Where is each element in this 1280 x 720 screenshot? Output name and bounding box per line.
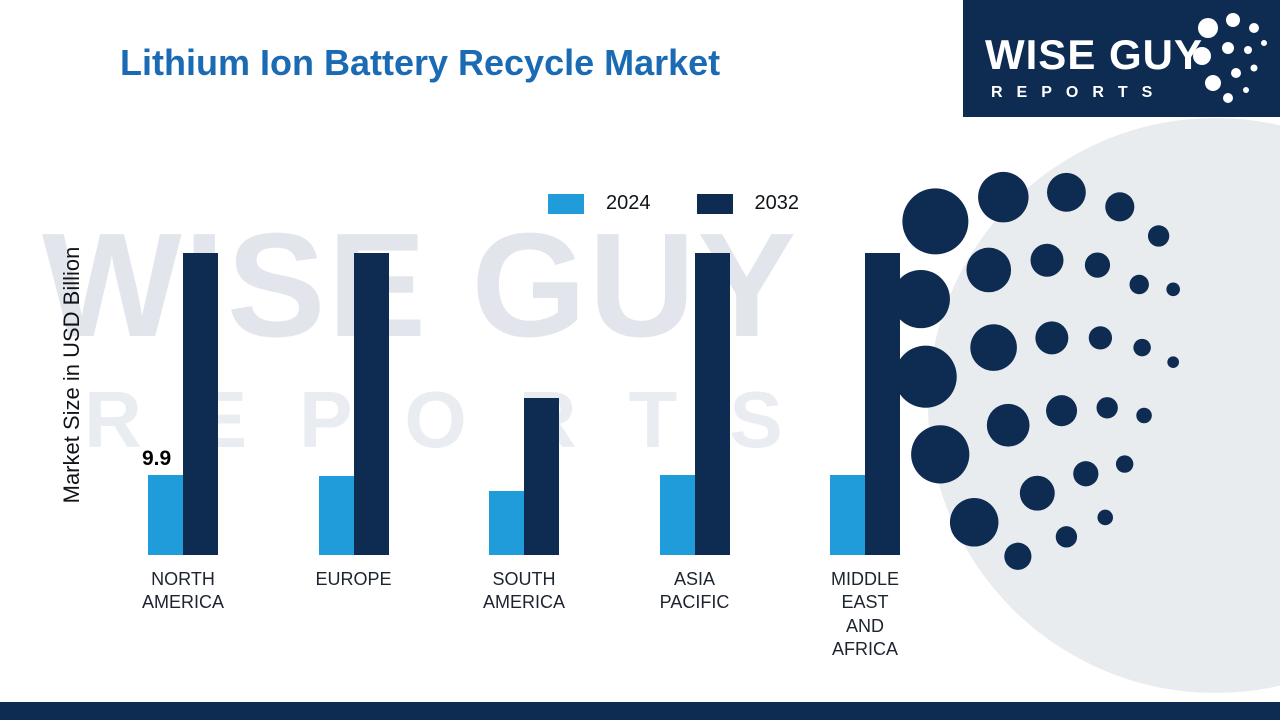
bar-value-label: 9.9: [142, 447, 172, 470]
category-label: ASIA PACIFIC: [659, 569, 730, 613]
y-axis-label: Market Size in USD Billion: [59, 246, 84, 504]
bar-group: EUROPE: [315, 233, 392, 589]
bar-2032: [183, 253, 218, 555]
category-label: NORTH AMERICA: [141, 569, 224, 613]
legend-label-2032: 2032: [754, 192, 800, 214]
bar-chart: 9.9 NORTH AMERICA EUROPE SOUTH AMERICA ASIA …: [142, 233, 900, 659]
bar-2024: [318, 476, 354, 555]
bar-group: MIDDLE EAST AND AFRICA: [830, 233, 900, 659]
logo-subtitle: REPORTS: [991, 84, 1167, 101]
chart-legend: 2024 2032: [548, 192, 799, 215]
watermark-line1: WISE GUY: [42, 203, 799, 368]
bar-2024: [659, 475, 695, 555]
bar-2032: [865, 253, 900, 555]
bar-2032: [694, 253, 730, 555]
category-label: SOUTH AMERICA: [482, 569, 565, 613]
bar-pair: [318, 233, 389, 555]
logo-dotted-head-icon: [1193, 13, 1267, 103]
bar-pair: [830, 233, 900, 555]
wiseguy-logo: WISE GUY REPORTS: [963, 0, 1280, 117]
bar-2032: [353, 253, 389, 555]
legend-swatch-2032: [696, 193, 733, 214]
bar-2032: [524, 398, 559, 555]
footer-bar: [0, 702, 1280, 720]
dotted-head-icon: [891, 171, 1180, 570]
legend-label-2024: 2024: [606, 192, 651, 214]
logo-wordmark: WISE GUY: [985, 31, 1204, 78]
bar-pair: [659, 233, 730, 555]
page-title: Lithium Ion Battery Recycle Market: [120, 42, 721, 83]
bar-2024: 9.9: [142, 447, 183, 555]
bar-pair: [489, 233, 559, 555]
bar-2024: [489, 491, 524, 555]
bar-group: SOUTH AMERICA: [483, 233, 565, 612]
bar-group: ASIA PACIFIC: [659, 233, 730, 612]
category-label: EUROPE: [315, 569, 392, 589]
legend-item-2032: 2032: [696, 192, 800, 215]
bar-2024: [830, 475, 865, 555]
legend-item-2024: 2024: [548, 192, 651, 215]
bar-group: 9.9 NORTH AMERICA: [142, 233, 224, 612]
category-label: MIDDLE EAST AND AFRICA: [830, 569, 899, 660]
legend-swatch-2024: [548, 193, 584, 214]
bar-pair: 9.9: [142, 233, 218, 555]
